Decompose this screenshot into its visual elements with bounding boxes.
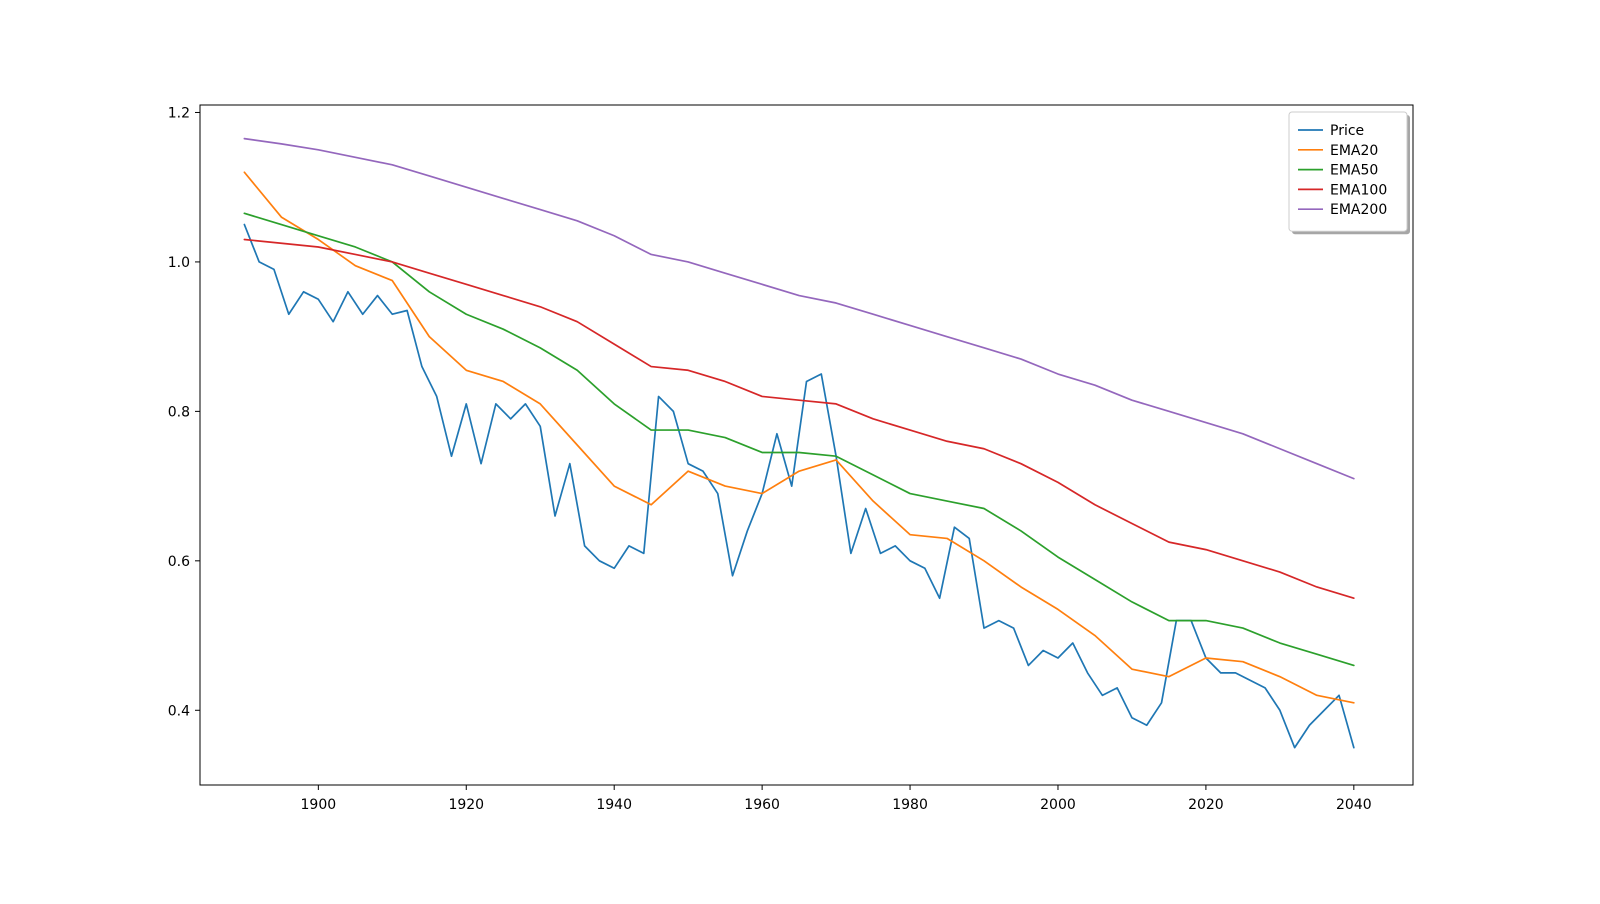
y-tick-label: 1.0: [168, 255, 190, 271]
series-line-ema100: [243, 238, 1355, 600]
series-line-ema20: [243, 171, 1355, 704]
series-line-price: [243, 223, 1355, 749]
legend-label-ema50: EMA50: [1330, 163, 1378, 179]
x-tick-label: 2040: [1336, 797, 1372, 813]
legend-label-ema100: EMA100: [1330, 182, 1387, 198]
legend-label-ema20: EMA20: [1330, 143, 1378, 159]
x-tick-label: 1920: [448, 797, 484, 813]
series-group: [243, 137, 1355, 749]
y-tick-label: 1.2: [168, 105, 190, 121]
x-tick-label: 2000: [1040, 797, 1076, 813]
y-tick-label: 0.8: [168, 404, 190, 420]
legend-box: [1288, 111, 1408, 232]
y-tick-label: 0.6: [168, 554, 190, 570]
series-line-ema50: [243, 212, 1355, 667]
plot-frame: [199, 104, 1414, 786]
y-tick-label: 0.4: [168, 703, 190, 719]
x-tick-label: 1960: [744, 797, 780, 813]
x-tick-label: 1900: [301, 797, 337, 813]
x-tick-label: 1940: [596, 797, 632, 813]
legend-label-price: Price: [1330, 123, 1364, 139]
x-tick-label: 1980: [892, 797, 928, 813]
x-tick-label: 2020: [1188, 797, 1224, 813]
series-line-ema200: [243, 137, 1355, 480]
legend-label-ema200: EMA200: [1330, 202, 1387, 218]
legend: Price EMA20 EMA50 EMA100 EMA200: [1288, 111, 1410, 235]
